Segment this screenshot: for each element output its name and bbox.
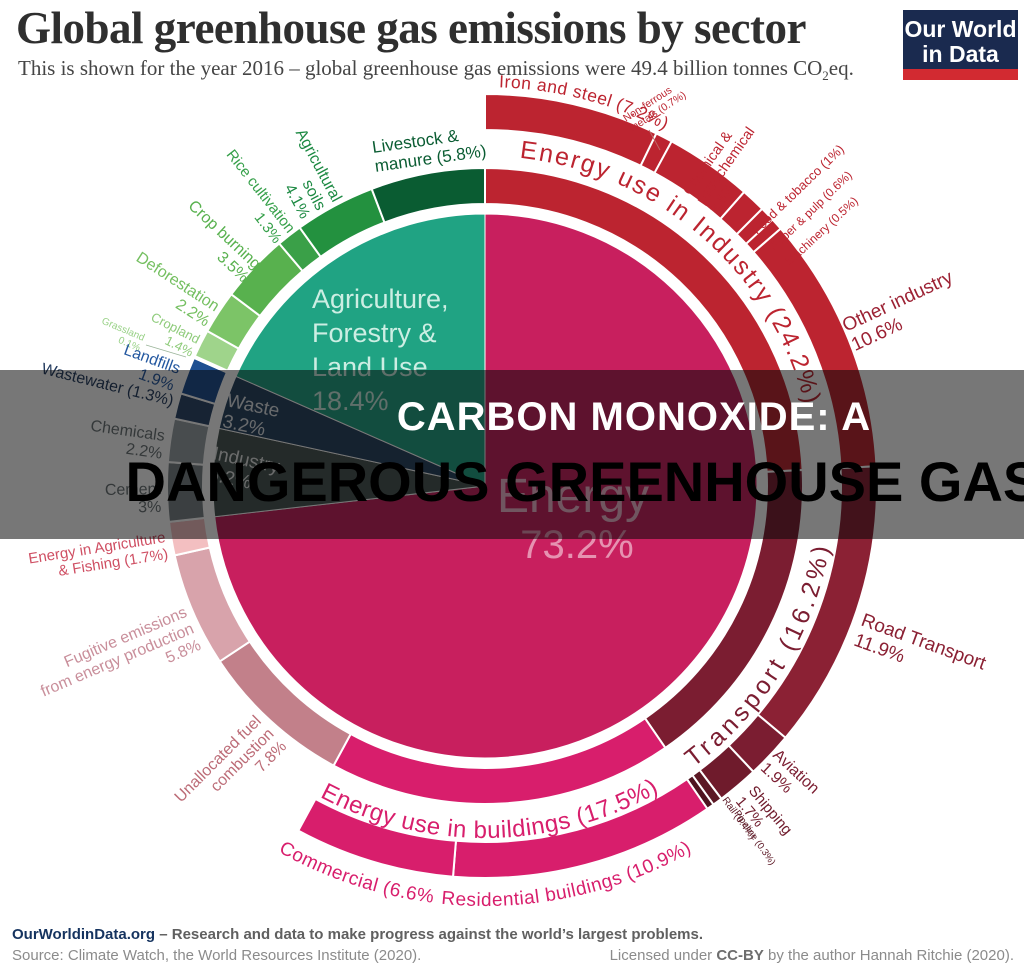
- leader-line-1: [648, 129, 661, 151]
- chart-title: Global greenhouse gas emissions by secto…: [16, 3, 806, 53]
- chart-subtitle-text: This is shown for the year 2016 – global…: [18, 56, 823, 80]
- label-unallocated-fuel-combustion: Unallocated fuelcombustion7.8%: [172, 713, 291, 832]
- title-overlay-banner: CARBON MONOXIDE: A DANGEROUS GREENHOUSE …: [0, 370, 1024, 539]
- footer-license-ccby: CC-BY: [716, 947, 764, 964]
- label-crop-burning: Crop burning3.5%: [172, 197, 263, 286]
- footer-site-link: OurWorldinData.org: [12, 926, 156, 943]
- chart-subtitle-suffix: eq.: [828, 56, 854, 80]
- footer-source: Source: Climate Watch, the World Resourc…: [12, 947, 422, 964]
- label-other-industry: Other industry10.6%: [839, 267, 965, 356]
- owid-logo-line2: in Data: [922, 41, 999, 67]
- chart-subtitle-subscript: 2: [822, 68, 829, 84]
- chart-footer: OurWorldinData.org – Research and data t…: [12, 926, 1014, 964]
- footer-tagline: OurWorldinData.org – Research and data t…: [12, 926, 1014, 943]
- owid-logo-line1: Our World: [904, 16, 1017, 42]
- label-pie-label-afolu: Agriculture,Forestry &Land Use18.4%: [312, 284, 449, 416]
- label-fugitive-emissions: Fugitive emissionsfrom energy production…: [31, 604, 203, 717]
- banner-headline-line2: DANGEROUS GREENHOUSE GAS?: [125, 450, 1024, 513]
- label-livestock-manure: Livestock &manure (5.8%): [371, 122, 488, 175]
- leader-line-0: [145, 344, 187, 358]
- owid-logo: Our World in Data: [903, 10, 1018, 80]
- footer-credits: Source: Climate Watch, the World Resourc…: [12, 947, 1014, 964]
- footer-license: Licensed under CC-BY by the author Hanna…: [609, 947, 1014, 964]
- ring2-arc-commercial: [296, 797, 458, 878]
- banner-headline-line1: CARBON MONOXIDE: A: [396, 395, 872, 439]
- chart-subtitle: This is shown for the year 2016 – global…: [18, 56, 854, 84]
- label-road-transport: Road Transport11.9%: [851, 610, 989, 695]
- ring1-arc-livestock-manure: [370, 166, 486, 224]
- owid-logo-red-bar: [903, 69, 1018, 80]
- footer-tagline-text: – Research and data to make progress aga…: [155, 926, 704, 943]
